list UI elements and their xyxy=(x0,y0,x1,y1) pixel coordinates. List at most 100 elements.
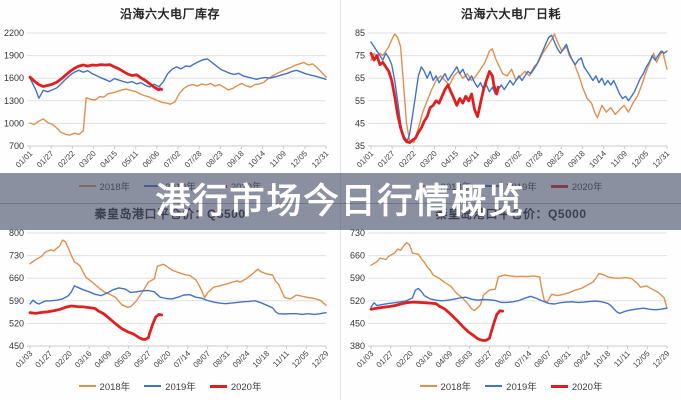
x-tick-label: 08/31 xyxy=(211,349,232,370)
chart-plot-q5000-price: 730 660 590 520 450 380 01/03 01/27 02/20 03/16 04… xyxy=(341,222,681,378)
series-line-2019年 xyxy=(29,285,327,316)
x-tick-label: 11/11 xyxy=(271,349,291,369)
x-tick-label: 06/06 xyxy=(141,149,162,170)
series-line-2020年 xyxy=(28,304,164,341)
x-tick-label: 04/09 xyxy=(93,349,114,370)
chart-legend-q5500-price: 2018年 2019年 2020年 xyxy=(0,377,340,395)
legend-item-2018年: 2018年 xyxy=(78,379,130,393)
y-tick-label: 730 xyxy=(9,251,24,261)
x-tick-label: 03/16 xyxy=(414,349,435,370)
chart-cell-q5500-price: 秦皇岛港口平仓价：Q5500 80073066059052045001/0301… xyxy=(0,200,340,400)
chart-cell-daily-consumption: 沿海六大电厂日耗 85 75 65 55 45 35 01/01 01/27 02/22 03/2… xyxy=(341,0,681,200)
overlay-title: 港行市场今日行情概览 xyxy=(155,182,526,221)
legend-line-swatch xyxy=(485,385,503,387)
y-tick-label: 660 xyxy=(9,273,24,283)
x-tick-label: 01/03 xyxy=(355,349,376,370)
series-line-2019年 xyxy=(370,34,668,144)
y-tick-label: 450 xyxy=(350,318,365,328)
x-tick-label: 03/20 xyxy=(418,149,439,170)
x-tick-label: 07/14 xyxy=(513,349,534,370)
legend-item-2019年: 2019年 xyxy=(485,379,537,393)
series-line-2020年 xyxy=(28,63,164,92)
x-tick-label: 05/11 xyxy=(461,149,481,169)
series-line-2018年 xyxy=(370,242,668,312)
x-tick-label: 05/03 xyxy=(454,349,475,370)
series-line-2020年 xyxy=(369,51,500,144)
x-tick-label: 05/27 xyxy=(132,349,153,370)
legend-line-swatch xyxy=(550,384,568,388)
x-tick-label: 06/20 xyxy=(152,349,173,370)
x-tick-label: 10/14 xyxy=(587,149,608,170)
chart-plot-daily-consumption: 85 75 65 55 45 35 01/01 01/27 02/22 03/20 04/15 05/… xyxy=(341,22,681,178)
x-tick-label: 04/15 xyxy=(98,149,119,170)
legend-label: 2018年 xyxy=(440,382,472,393)
x-tick-label: 02/20 xyxy=(394,349,415,370)
x-tick-label: 12/31 xyxy=(310,149,331,170)
y-tick-label: 1300 xyxy=(4,96,24,106)
series-line-2018年 xyxy=(370,33,668,144)
x-tick-label: 01/01 xyxy=(355,149,376,170)
x-tick-label: 12/31 xyxy=(651,149,672,170)
x-tick-label: 05/27 xyxy=(473,349,494,370)
overlay-banner: 港行市场今日行情概览 xyxy=(0,173,681,230)
chart-title-daily-consumption: 沿海六大电厂日耗 xyxy=(460,7,561,21)
x-tick-label: 04/15 xyxy=(439,149,460,170)
y-tick-label: 1900 xyxy=(4,51,24,61)
y-tick-label: 65 xyxy=(355,73,365,83)
legend-line-swatch xyxy=(78,385,96,387)
x-tick-label: 04/09 xyxy=(434,349,455,370)
x-tick-label: 10/18 xyxy=(592,349,613,370)
x-tick-label: 11/11 xyxy=(612,349,632,369)
y-tick-label: 590 xyxy=(350,273,365,283)
x-tick-label: 11/09 xyxy=(268,149,288,169)
y-tick-label: 800 xyxy=(9,228,24,238)
x-tick-label: 01/27 xyxy=(35,149,56,170)
chart-plot-q5500-price: 800 730 660 590 520 450 01/03 01/27 02/20 03/16 04… xyxy=(0,222,340,378)
legend-item-2018年: 2018年 xyxy=(419,379,472,393)
chart-title-inventory: 沿海六大电厂库存 xyxy=(119,7,220,21)
x-tick-label: 03/20 xyxy=(77,149,98,170)
y-tick-label: 55 xyxy=(355,96,365,106)
chart-plot-inventory: 2200 1900 1600 1300 1000 700 01/01 01/27 02/22 03… xyxy=(0,22,340,178)
x-tick-label: 10/18 xyxy=(251,349,272,370)
x-tick-label: 12/05 xyxy=(290,349,311,370)
y-tick-label: 700 xyxy=(9,141,24,151)
series-line-2018年 xyxy=(29,239,327,309)
legend-item-2020年: 2020年 xyxy=(550,379,602,393)
y-tick-label: 45 xyxy=(355,118,365,128)
y-tick-label: 1600 xyxy=(4,73,24,83)
x-tick-label: 03/16 xyxy=(73,349,94,370)
legend-item-2019年: 2019年 xyxy=(144,379,196,393)
y-tick-label: 380 xyxy=(350,341,365,351)
x-tick-label: 06/06 xyxy=(482,149,503,170)
x-tick-label: 07/02 xyxy=(503,149,524,170)
legend-line-swatch xyxy=(419,385,437,387)
chart-legend-q5000-price: 2018年 2019年 2020年 xyxy=(341,377,681,395)
legend-label: 2020年 xyxy=(230,382,262,393)
y-tick-label: 450 xyxy=(9,341,24,351)
legend-item-2020年: 2020年 xyxy=(209,379,262,393)
y-tick-label: 730 xyxy=(350,228,365,238)
series-line-2020年 xyxy=(369,300,505,342)
y-tick-label: 520 xyxy=(350,296,365,306)
series-line-2018年 xyxy=(29,61,327,136)
x-tick-label: 08/23 xyxy=(545,149,566,170)
y-tick-label: 660 xyxy=(350,251,365,261)
x-tick-label: 09/24 xyxy=(572,349,593,370)
y-tick-label: 2200 xyxy=(4,28,24,38)
x-tick-label: 12/29 xyxy=(310,349,331,370)
legend-line-swatch xyxy=(209,384,227,388)
x-tick-label: 12/29 xyxy=(651,349,672,370)
y-tick-label: 85 xyxy=(355,28,365,38)
x-tick-label: 02/20 xyxy=(53,349,74,370)
y-tick-label: 520 xyxy=(9,318,24,328)
series-line-2019年 xyxy=(29,58,327,99)
x-tick-label: 12/05 xyxy=(289,149,310,170)
x-tick-label: 12/05 xyxy=(631,349,652,370)
chart-cell-q5000-price: 秦皇岛港口平仓价：Q5000 73066059052045038001/0301… xyxy=(341,200,681,400)
x-tick-label: 02/22 xyxy=(397,149,418,170)
x-tick-label: 09/18 xyxy=(225,149,246,170)
x-tick-label: 08/07 xyxy=(532,349,553,370)
